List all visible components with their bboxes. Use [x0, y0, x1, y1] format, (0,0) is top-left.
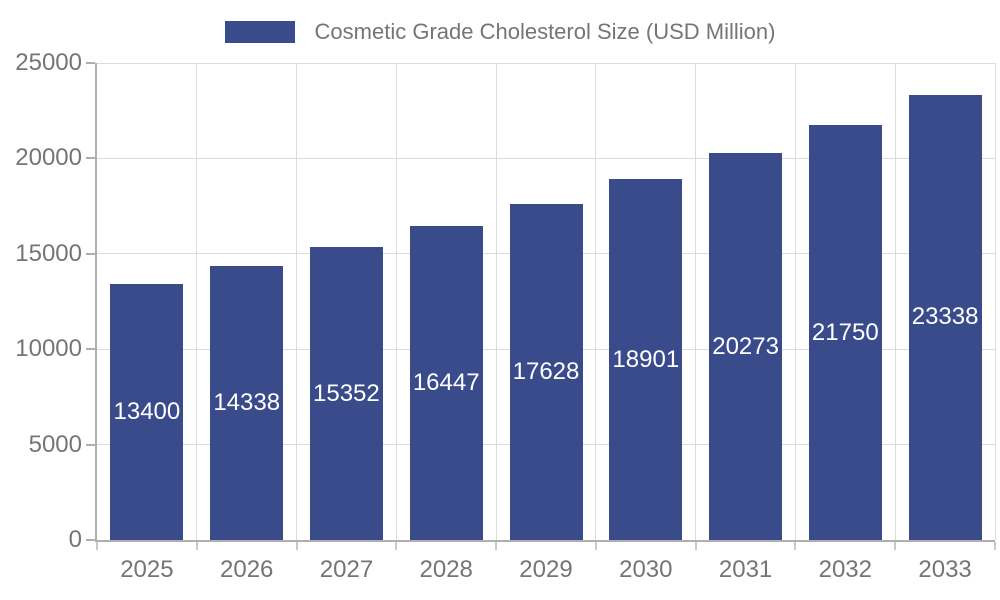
x-axis-tick [994, 542, 996, 550]
x-axis-tick [96, 542, 98, 550]
bar-value-label: 17628 [512, 357, 580, 385]
bar-value-label: 18901 [612, 345, 680, 373]
x-axis-tick [395, 542, 398, 550]
gridline-vertical [994, 63, 996, 540]
y-axis-tick [86, 157, 95, 160]
y-axis-tick [86, 539, 95, 541]
gridline-vertical [296, 63, 298, 540]
x-axis-tick [195, 542, 198, 550]
x-axis-tick-label: 2026 [220, 556, 274, 583]
legend-swatch [224, 21, 295, 43]
bar-2025[interactable] [110, 284, 184, 540]
x-axis-tick-label: 2032 [818, 556, 872, 583]
legend-label: Cosmetic Grade Cholesterol Size (USD Mil… [314, 19, 776, 44]
bar-2031[interactable] [709, 153, 783, 540]
bar-2033[interactable] [908, 94, 982, 540]
bar-value-label: 21750 [811, 318, 879, 346]
x-axis-tick [894, 542, 897, 550]
x-axis-tick [594, 542, 597, 550]
gridline-vertical [196, 63, 198, 540]
bar-2026[interactable] [210, 266, 284, 540]
bar-value-label: 13400 [113, 398, 181, 426]
x-axis-tick [495, 542, 498, 550]
bar-2029[interactable] [509, 203, 583, 540]
gridline-vertical [395, 63, 397, 540]
bar-2027[interactable] [309, 247, 383, 540]
y-axis-tick-label: 10000 [15, 335, 82, 363]
y-axis-line [95, 63, 97, 542]
y-axis-tick-label: 20000 [15, 144, 82, 172]
y-axis-tick [86, 443, 95, 446]
bar-value-label: 23338 [911, 303, 979, 331]
gridline-vertical [595, 63, 597, 540]
y-axis-tick [86, 348, 95, 351]
x-axis-tick-label: 2030 [619, 556, 673, 583]
y-axis-tick-label: 5000 [28, 430, 82, 458]
bar-value-label: 15352 [313, 379, 380, 407]
y-axis-tick-label: 25000 [15, 49, 82, 76]
x-axis-tick [794, 542, 797, 550]
x-axis-tick [694, 542, 697, 550]
gridline-vertical [794, 63, 796, 540]
x-axis-tick-label: 2031 [718, 556, 773, 583]
gridline-vertical [894, 63, 896, 540]
gridline-vertical [695, 63, 697, 540]
gridline-horizontal [97, 157, 995, 159]
bar-value-label: 14338 [213, 389, 281, 417]
x-axis-tick-label: 2027 [319, 556, 374, 583]
bar-2028[interactable] [409, 226, 483, 540]
x-axis-tick-label: 2033 [918, 556, 972, 583]
gridline-vertical [495, 63, 497, 540]
bar-2032[interactable] [808, 125, 882, 540]
x-axis-tick-label: 2025 [120, 556, 174, 583]
x-axis-line [95, 540, 995, 542]
bar-value-label: 20273 [712, 332, 779, 360]
y-axis-tick [86, 62, 95, 64]
y-axis-tick-label: 0 [68, 526, 82, 553]
bar-value-label: 16447 [412, 369, 480, 397]
gridline-horizontal [97, 62, 995, 64]
x-axis-tick-label: 2028 [419, 556, 473, 583]
y-axis-tick [86, 252, 95, 255]
y-axis-tick-label: 15000 [15, 239, 82, 267]
legend[interactable]: Cosmetic Grade Cholesterol Size (USD Mil… [0, 19, 1000, 45]
bar-2030[interactable] [609, 179, 683, 540]
x-axis-tick [295, 542, 298, 550]
x-axis-tick-label: 2029 [519, 556, 573, 583]
